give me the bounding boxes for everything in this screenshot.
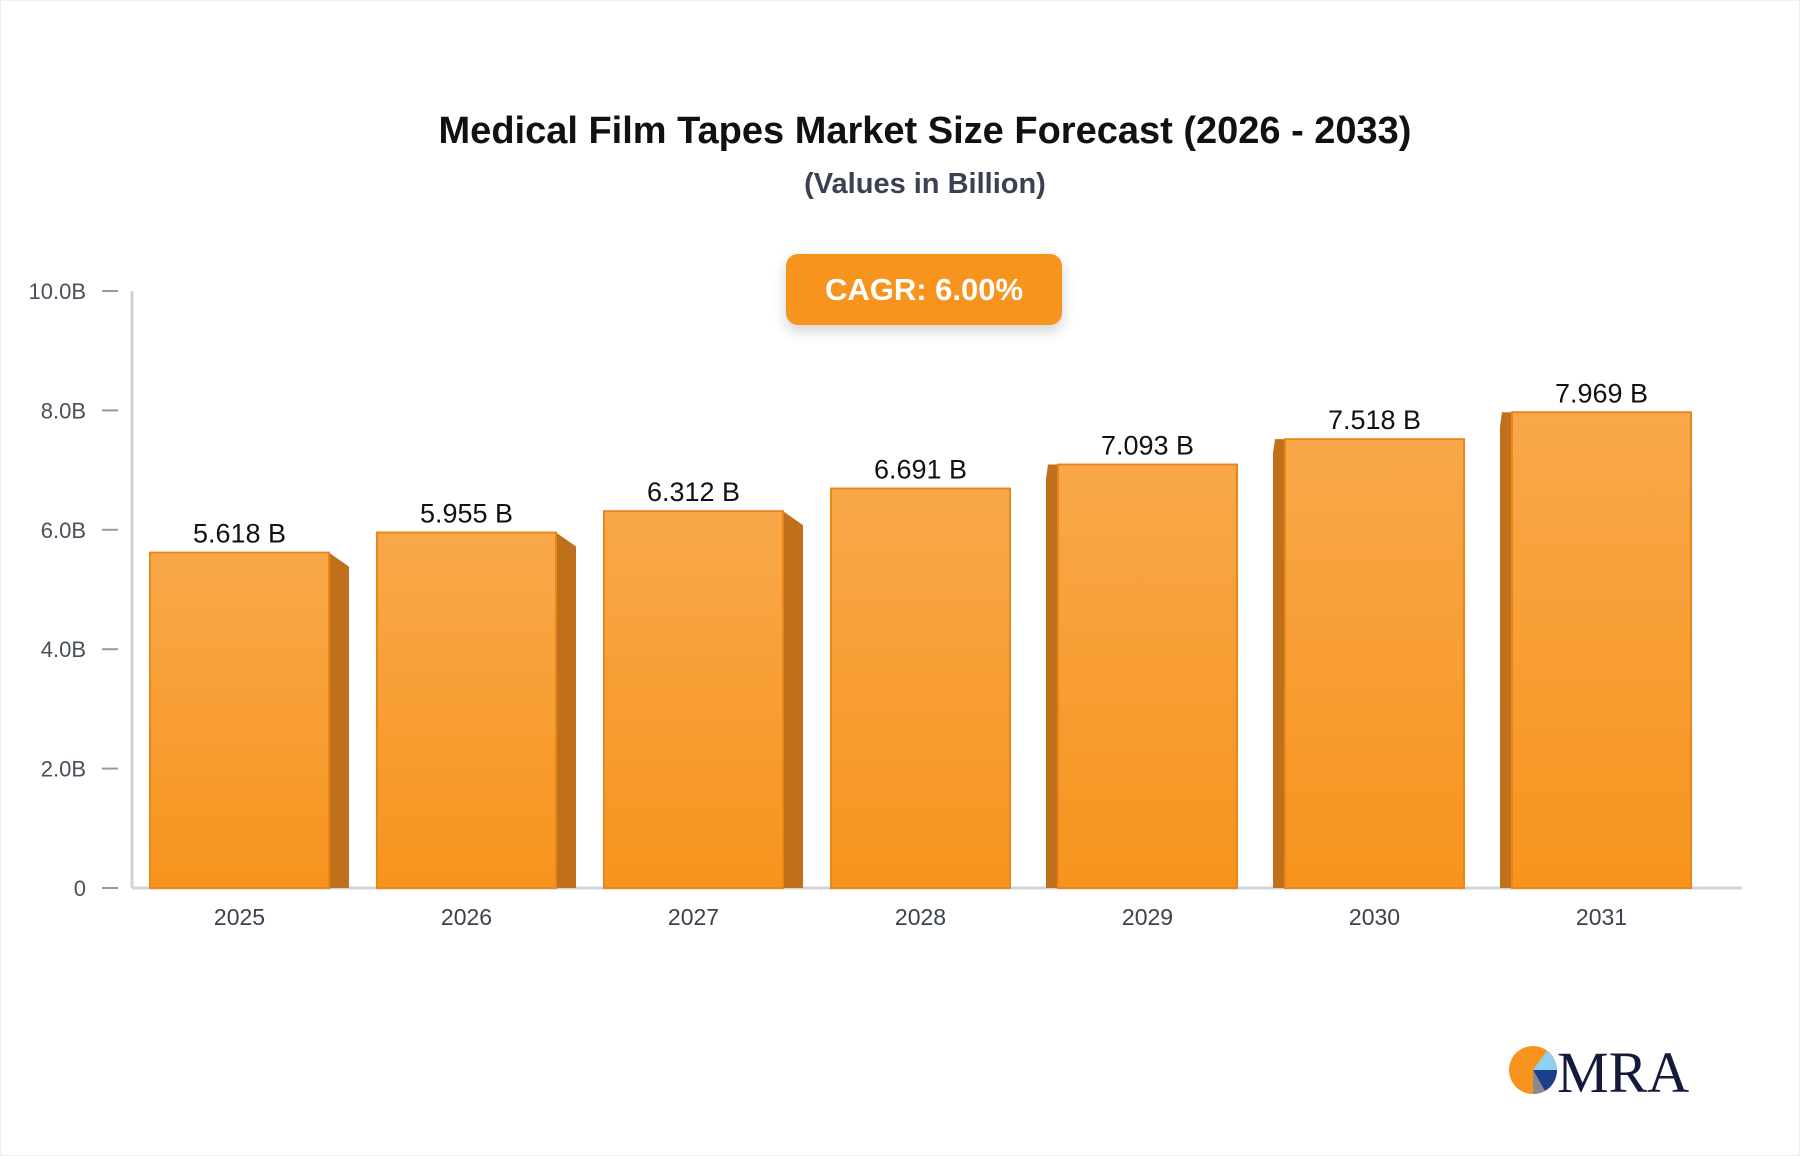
x-tick-label: 2027 bbox=[668, 904, 719, 930]
x-tick-label: 2030 bbox=[1349, 904, 1400, 930]
bar-side bbox=[1046, 464, 1058, 888]
x-tick-label: 2029 bbox=[1122, 904, 1173, 930]
bar-side bbox=[783, 511, 803, 888]
bar bbox=[603, 510, 784, 889]
y-tick-label: 2.0B bbox=[41, 757, 86, 782]
cagr-badge: CAGR: 6.00% bbox=[786, 254, 1062, 325]
data-label: 7.093 B bbox=[1101, 431, 1194, 461]
bar bbox=[1057, 463, 1238, 889]
chart-subtitle: (Values in Billion) bbox=[804, 168, 1046, 200]
data-label: 5.955 B bbox=[420, 498, 513, 528]
bar bbox=[1511, 411, 1692, 889]
bar-side bbox=[329, 552, 349, 888]
bar-side bbox=[1273, 439, 1285, 888]
bar bbox=[1284, 438, 1465, 889]
data-label: 6.691 B bbox=[874, 455, 967, 485]
bar bbox=[376, 531, 557, 889]
x-tick-label: 2031 bbox=[1576, 904, 1627, 930]
x-tick-label: 2025 bbox=[214, 904, 265, 930]
bar bbox=[149, 551, 330, 889]
bar-side bbox=[556, 532, 576, 888]
x-tick-label: 2026 bbox=[441, 904, 492, 930]
y-tick-label: 10.0B bbox=[29, 279, 87, 304]
data-label: 7.518 B bbox=[1328, 405, 1421, 435]
y-tick-label: 0 bbox=[74, 876, 86, 901]
y-tick-label: 8.0B bbox=[41, 398, 86, 423]
data-label: 7.969 B bbox=[1555, 378, 1648, 408]
bar bbox=[830, 487, 1011, 889]
bar-side bbox=[1500, 412, 1512, 888]
x-tick-label: 2028 bbox=[895, 904, 946, 930]
chart-title: Medical Film Tapes Market Size Forecast … bbox=[438, 110, 1412, 152]
mra-logo: MRA bbox=[1509, 1040, 1689, 1100]
data-label: 6.312 B bbox=[647, 477, 740, 507]
y-tick-label: 6.0B bbox=[41, 518, 86, 543]
svg-text:MRA: MRA bbox=[1557, 1040, 1689, 1100]
data-label: 5.618 B bbox=[193, 519, 286, 549]
y-tick-label: 4.0B bbox=[41, 637, 86, 662]
